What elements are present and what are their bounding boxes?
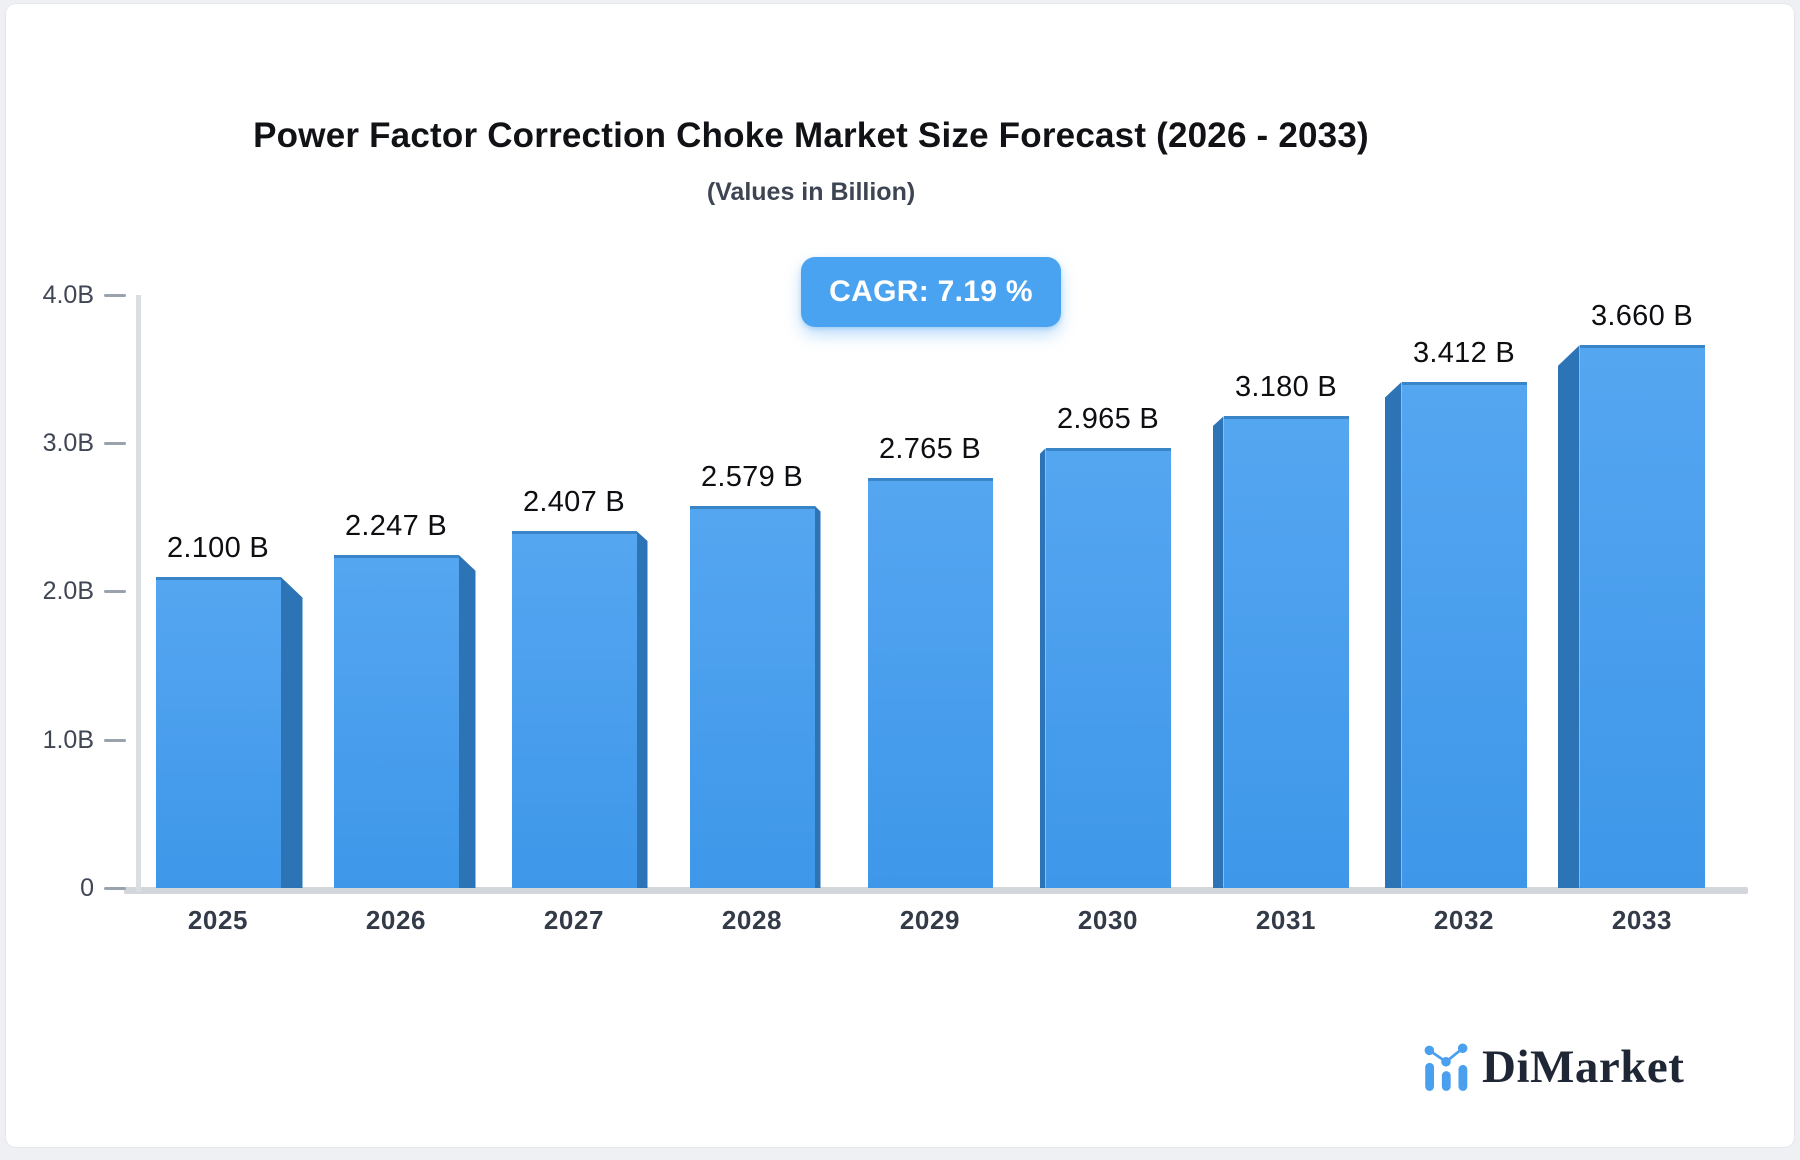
x-axis-baseline (124, 887, 1748, 894)
bar-value-label-2025: 2.100 B (166, 531, 270, 564)
y-axis-tick-label: 2.0B (42, 577, 94, 606)
x-axis-label-2031: 2031 (1255, 905, 1317, 935)
bar-2026 (333, 554, 459, 888)
bar-side-2027 (636, 531, 648, 888)
bar-value-label-2026: 2.247 B (344, 509, 448, 542)
y-axis-tick-label: 0 (80, 874, 94, 902)
brand-logo-text: DiMarket (1482, 1041, 1685, 1093)
bar-value-label-2033: 3.660 B (1590, 300, 1694, 333)
y-axis-tick-label: 1.0B (42, 725, 94, 754)
bar-value-label-2027: 2.407 B (522, 486, 626, 519)
bar-side-2030 (1039, 448, 1046, 888)
y-axis-tick-mark (104, 442, 126, 446)
bar-value-label-2028: 2.579 B (700, 460, 804, 493)
bar-side-2031 (1212, 416, 1224, 888)
bar-value-label-2029: 2.765 B (878, 432, 982, 465)
bar-2030 (1045, 448, 1171, 888)
chart-subtitle: (Values in Billion) (706, 178, 916, 206)
brand-logo: DiMarket (1422, 1036, 1684, 1098)
x-axis-label-2028: 2028 (721, 905, 783, 935)
x-axis-label-2026: 2026 (365, 905, 427, 935)
bar-line-chart-icon (1424, 1043, 1468, 1091)
bar-2027 (511, 531, 637, 888)
y-axis-tick-label: 3.0B (42, 429, 94, 458)
y-axis-tick-mark (104, 293, 126, 297)
chart-header: Power Factor Correction Choke Market Siz… (6, 116, 1616, 207)
x-axis-label-2030: 2030 (1077, 905, 1139, 935)
x-axis-label-2033: 2033 (1611, 905, 1673, 935)
chart-title: Power Factor Correction Choke Market Siz… (253, 116, 1369, 155)
y-axis-line (136, 294, 141, 892)
x-axis-label-2025: 2025 (187, 905, 249, 935)
bar-side-2032 (1384, 382, 1402, 888)
x-axis-label-2032: 2032 (1433, 905, 1495, 935)
y-axis-tick-label: 4.0B (42, 280, 94, 309)
cagr-badge-label: CAGR: 7.19 % (829, 275, 1033, 308)
bar-2028 (689, 505, 815, 888)
x-axis-label-2029: 2029 (899, 905, 961, 935)
bar-side-2028 (814, 505, 821, 888)
bar-2033 (1579, 345, 1705, 888)
bar-value-label-2032: 3.412 B (1412, 337, 1516, 369)
bar-value-label-2031: 3.180 B (1234, 371, 1338, 404)
y-axis-tick-mark (104, 738, 126, 742)
bar-2032 (1401, 382, 1527, 888)
y-axis-tick-mark (104, 887, 126, 890)
bar-chart-plot: 4.0B 3.0B 2.0B 1.0B 0 2.100 B 2025 2.247 B 2026 2… (6, 4, 1800, 1160)
bar-side-2026 (458, 554, 476, 888)
bar-2031 (1223, 416, 1349, 888)
bar-2025 (155, 576, 281, 888)
chart-card: Power Factor Correction Choke Market Siz… (6, 4, 1794, 1147)
bar-side-2025 (280, 576, 303, 888)
y-axis-tick-mark (104, 590, 126, 594)
x-axis-label-2027: 2027 (543, 905, 605, 935)
bar-side-2033 (1557, 345, 1580, 888)
bar-2029 (867, 477, 993, 888)
bar-value-label-2030: 2.965 B (1056, 403, 1160, 436)
cagr-badge: CAGR: 7.19 % (801, 257, 1061, 327)
